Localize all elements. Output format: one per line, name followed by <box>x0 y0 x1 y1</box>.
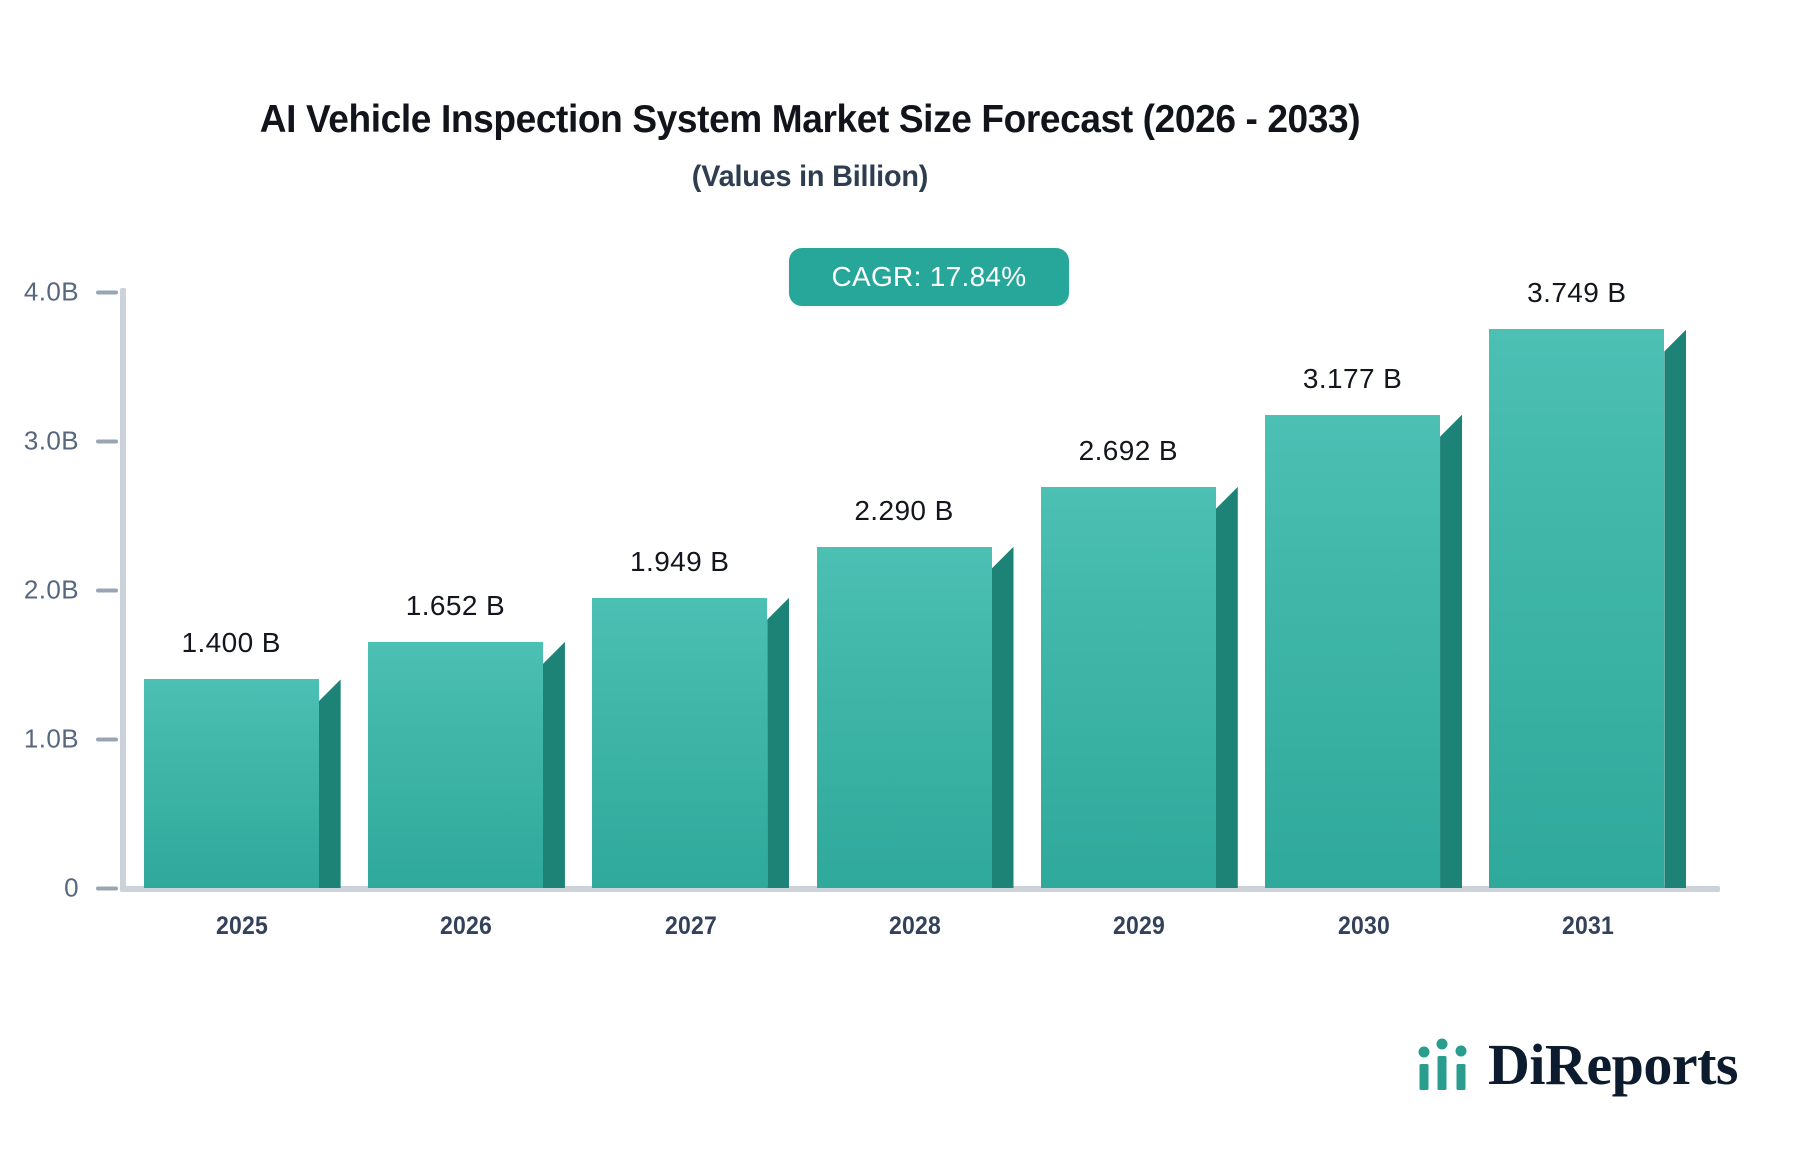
bar-side-face <box>1664 329 1687 888</box>
bar-side-face <box>318 679 341 888</box>
bar-column[interactable] <box>1040 486 1238 888</box>
cagr-badge-label: CAGR: 17.84% <box>831 261 1027 292</box>
y-axis-tick: 2.0B <box>24 575 118 606</box>
y-axis-tick-label: 0 <box>64 872 79 903</box>
chart-subtitle: (Values in Billion) <box>691 160 929 193</box>
chart-title: AI Vehicle Inspection System Market Size… <box>259 98 1361 141</box>
bar-column[interactable] <box>143 679 341 888</box>
y-axis-tick-dash <box>96 737 118 741</box>
bar-column[interactable] <box>816 546 1014 888</box>
x-axis-tick-label: 2026 <box>440 912 493 940</box>
y-axis-tick: 3.0B <box>24 426 118 457</box>
bar-column[interactable] <box>367 641 565 888</box>
y-axis-tick: 4.0B <box>24 277 118 308</box>
bar-column[interactable] <box>592 597 790 888</box>
x-axis-line <box>120 886 1720 892</box>
y-axis-tick-label: 2.0B <box>23 574 79 605</box>
bar-front-face <box>1040 486 1216 888</box>
bar-value-label: 3.177 B <box>1302 362 1403 394</box>
brand-name: DiReports <box>1487 1032 1739 1097</box>
x-axis-tick-label: 2029 <box>1113 912 1166 940</box>
y-axis-tick-label: 4.0B <box>23 276 79 307</box>
bar-value-label: 1.400 B <box>181 627 281 659</box>
bar-side-face <box>767 597 790 888</box>
y-axis-tick-dash <box>96 886 118 890</box>
brand-logo: DiReports <box>1416 1032 1739 1097</box>
x-axis-tick-label: 2031 <box>1561 912 1614 940</box>
cagr-badge: CAGR: 17.84% <box>789 248 1069 306</box>
x-axis-tick-label: 2028 <box>889 912 941 940</box>
bar-value-label: 2.692 B <box>1078 434 1178 466</box>
y-axis-tick-dash <box>96 290 118 294</box>
bar-column[interactable] <box>1265 414 1463 888</box>
bar-column[interactable] <box>1489 329 1687 888</box>
y-axis-line <box>120 288 126 892</box>
y-axis-tick-dash <box>96 439 118 443</box>
bar-front-face <box>592 597 768 888</box>
x-axis-tick-label: 2025 <box>216 912 269 940</box>
bar-front-face <box>1489 329 1665 888</box>
bar-value-label: 1.949 B <box>630 545 730 577</box>
y-axis-ticks: 0 1.0B 2.0B 3.0B 4.0B <box>0 0 118 1156</box>
bar-value-label: 3.749 B <box>1527 277 1627 309</box>
bar-chart-icon <box>1418 1038 1467 1090</box>
y-axis-tick: 1.0B <box>24 724 118 755</box>
bar-side-face <box>1215 486 1238 888</box>
x-axis-tick-label: 2030 <box>1337 912 1390 940</box>
bar-value-label: 2.290 B <box>854 494 954 526</box>
bar-side-face <box>1440 414 1463 888</box>
bar-side-face <box>991 546 1014 888</box>
bar-front-face <box>143 679 319 888</box>
y-axis-tick-label: 3.0B <box>23 425 79 456</box>
bar-value-label: 1.652 B <box>405 589 506 621</box>
bar-side-face <box>542 641 565 888</box>
title-block: AI Vehicle Inspection System Market Size… <box>0 98 1620 194</box>
x-axis-tick-label: 2027 <box>664 912 717 940</box>
y-axis-tick-label: 1.0B <box>23 723 79 754</box>
bar-front-face <box>816 546 992 888</box>
y-axis-tick: 0 <box>64 873 118 904</box>
bar-front-face <box>367 641 543 888</box>
bar-front-face <box>1265 414 1441 888</box>
y-axis-tick-dash <box>96 588 118 592</box>
